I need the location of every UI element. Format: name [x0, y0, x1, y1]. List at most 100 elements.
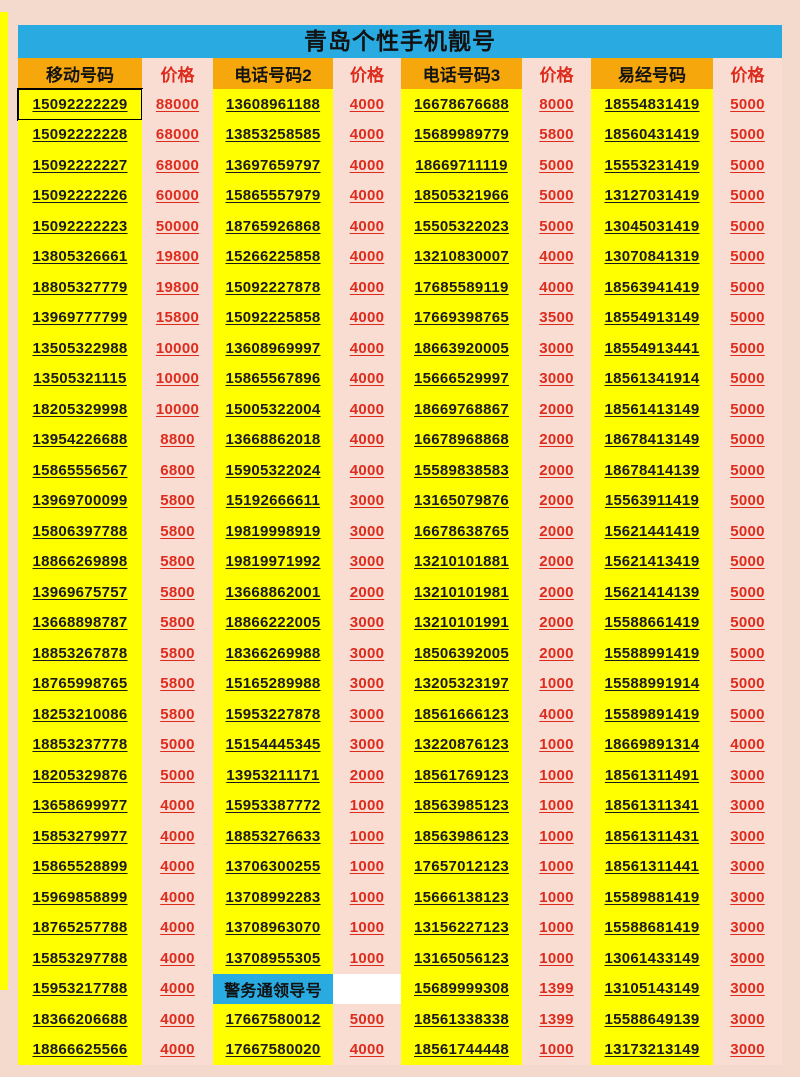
price-cell[interactable]: 3000	[333, 729, 401, 760]
price-cell[interactable]: 3000	[522, 363, 591, 394]
phone-number-cell[interactable]: 18663920005	[401, 333, 522, 364]
phone-number-cell[interactable]: 18563941419	[591, 272, 713, 303]
phone-number-cell[interactable]: 13708992283	[213, 882, 333, 913]
price-cell[interactable]: 1000	[333, 821, 401, 852]
price-cell[interactable]: 5000	[522, 150, 591, 181]
phone-number-cell[interactable]: 15689999308	[401, 973, 522, 1004]
price-cell[interactable]: 4000	[333, 1034, 401, 1065]
price-cell[interactable]: 8000	[522, 89, 591, 120]
price-cell[interactable]: 1399	[522, 973, 591, 1004]
phone-number-cell[interactable]: 13658699977	[18, 790, 142, 821]
price-cell[interactable]: 1399	[522, 1004, 591, 1035]
price-cell[interactable]: 2000	[522, 394, 591, 425]
price-cell[interactable]: 5000	[713, 241, 782, 272]
phone-number-cell[interactable]: 15806397788	[18, 516, 142, 547]
price-cell[interactable]: 1000	[333, 851, 401, 882]
price-cell[interactable]: 4000	[333, 333, 401, 364]
phone-number-cell[interactable]: 17667580020	[213, 1034, 333, 1065]
price-cell[interactable]: 5800	[142, 485, 213, 516]
phone-number-cell[interactable]: 18866222005	[213, 607, 333, 638]
phone-number-cell[interactable]: 15192666611	[213, 485, 333, 516]
phone-number-cell[interactable]: 18561744448	[401, 1034, 522, 1065]
price-cell[interactable]: 3000	[713, 973, 782, 1004]
phone-number-cell[interactable]: 16678676688	[401, 89, 522, 120]
price-cell[interactable]: 2000	[522, 455, 591, 486]
phone-number-cell[interactable]: 18669768867	[401, 394, 522, 425]
phone-number-cell[interactable]: 18866625566	[18, 1034, 142, 1065]
price-cell[interactable]: 5000	[713, 699, 782, 730]
phone-number-cell[interactable]: 15092222229	[17, 88, 143, 121]
phone-number-cell[interactable]: 13608969997	[213, 333, 333, 364]
price-cell[interactable]: 4000	[333, 272, 401, 303]
price-cell[interactable]: 5000	[713, 363, 782, 394]
phone-number-cell[interactable]: 15092222227	[18, 150, 142, 181]
price-cell[interactable]	[333, 973, 401, 1004]
price-cell[interactable]: 5000	[713, 516, 782, 547]
phone-number-cell[interactable]: 15505322023	[401, 211, 522, 242]
phone-number-cell[interactable]: 13165079876	[401, 485, 522, 516]
phone-number-cell[interactable]: 15154445345	[213, 729, 333, 760]
phone-number-cell[interactable]: 13969675757	[18, 577, 142, 608]
phone-number-cell[interactable]: 16678968868	[401, 424, 522, 455]
price-cell[interactable]: 4000	[333, 150, 401, 181]
price-cell[interactable]: 4000	[333, 119, 401, 150]
price-cell[interactable]: 3000	[713, 790, 782, 821]
phone-number-cell[interactable]: 18561311431	[591, 821, 713, 852]
price-cell[interactable]: 3000	[333, 516, 401, 547]
price-cell[interactable]: 5000	[333, 1004, 401, 1035]
price-cell[interactable]: 4000	[142, 851, 213, 882]
phone-number-cell[interactable]: 15865567896	[213, 363, 333, 394]
price-cell[interactable]: 1000	[522, 943, 591, 974]
price-cell[interactable]: 1000	[522, 821, 591, 852]
price-cell[interactable]: 5000	[713, 333, 782, 364]
price-cell[interactable]: 5000	[713, 577, 782, 608]
price-cell[interactable]: 4000	[333, 394, 401, 425]
phone-number-cell[interactable]: 13210101881	[401, 546, 522, 577]
price-cell[interactable]: 19800	[142, 241, 213, 272]
phone-number-cell[interactable]: 13045031419	[591, 211, 713, 242]
phone-number-cell[interactable]: 13708963070	[213, 912, 333, 943]
price-cell[interactable]: 1000	[522, 760, 591, 791]
phone-number-cell[interactable]: 15953217788	[18, 973, 142, 1004]
phone-number-cell[interactable]: 18765998765	[18, 668, 142, 699]
price-cell[interactable]: 1000	[522, 790, 591, 821]
phone-number-cell[interactable]: 18505321966	[401, 180, 522, 211]
price-cell[interactable]: 5000	[713, 607, 782, 638]
phone-number-cell[interactable]: 18561311341	[591, 790, 713, 821]
price-cell[interactable]: 3000	[713, 760, 782, 791]
price-cell[interactable]: 3000	[713, 1034, 782, 1065]
phone-number-cell[interactable]: 13668862001	[213, 577, 333, 608]
phone-number-cell[interactable]: 13969777799	[18, 302, 142, 333]
price-cell[interactable]: 5800	[522, 119, 591, 150]
phone-number-cell[interactable]: 13205323197	[401, 668, 522, 699]
phone-number-cell[interactable]: 18678413149	[591, 424, 713, 455]
phone-number-cell[interactable]: 18853237778	[18, 729, 142, 760]
price-cell[interactable]: 5000	[522, 180, 591, 211]
price-cell[interactable]: 5800	[142, 699, 213, 730]
price-cell[interactable]: 5800	[142, 577, 213, 608]
price-cell[interactable]: 3000	[333, 638, 401, 669]
price-cell[interactable]: 15800	[142, 302, 213, 333]
price-cell[interactable]: 5000	[713, 424, 782, 455]
price-cell[interactable]: 5000	[713, 180, 782, 211]
phone-number-cell[interactable]: 15905322024	[213, 455, 333, 486]
price-cell[interactable]: 1000	[333, 790, 401, 821]
phone-number-cell[interactable]: 13165056123	[401, 943, 522, 974]
phone-number-cell[interactable]: 15092225858	[213, 302, 333, 333]
price-cell[interactable]: 5000	[713, 638, 782, 669]
price-cell[interactable]: 4000	[142, 943, 213, 974]
phone-number-cell[interactable]: 18366269988	[213, 638, 333, 669]
phone-number-cell[interactable]: 13706300255	[213, 851, 333, 882]
phone-number-cell[interactable]: 15953387772	[213, 790, 333, 821]
price-cell[interactable]: 1000	[522, 912, 591, 943]
price-cell[interactable]: 1000	[333, 943, 401, 974]
price-cell[interactable]: 1000	[522, 851, 591, 882]
price-cell[interactable]: 4000	[333, 241, 401, 272]
phone-number-cell[interactable]: 15865528899	[18, 851, 142, 882]
phone-number-cell[interactable]: 13210830007	[401, 241, 522, 272]
phone-number-cell[interactable]: 15005322004	[213, 394, 333, 425]
phone-number-cell[interactable]: 19819998919	[213, 516, 333, 547]
phone-number-cell[interactable]: 18563986123	[401, 821, 522, 852]
price-cell[interactable]: 88000	[142, 89, 213, 120]
price-cell[interactable]: 50000	[142, 211, 213, 242]
